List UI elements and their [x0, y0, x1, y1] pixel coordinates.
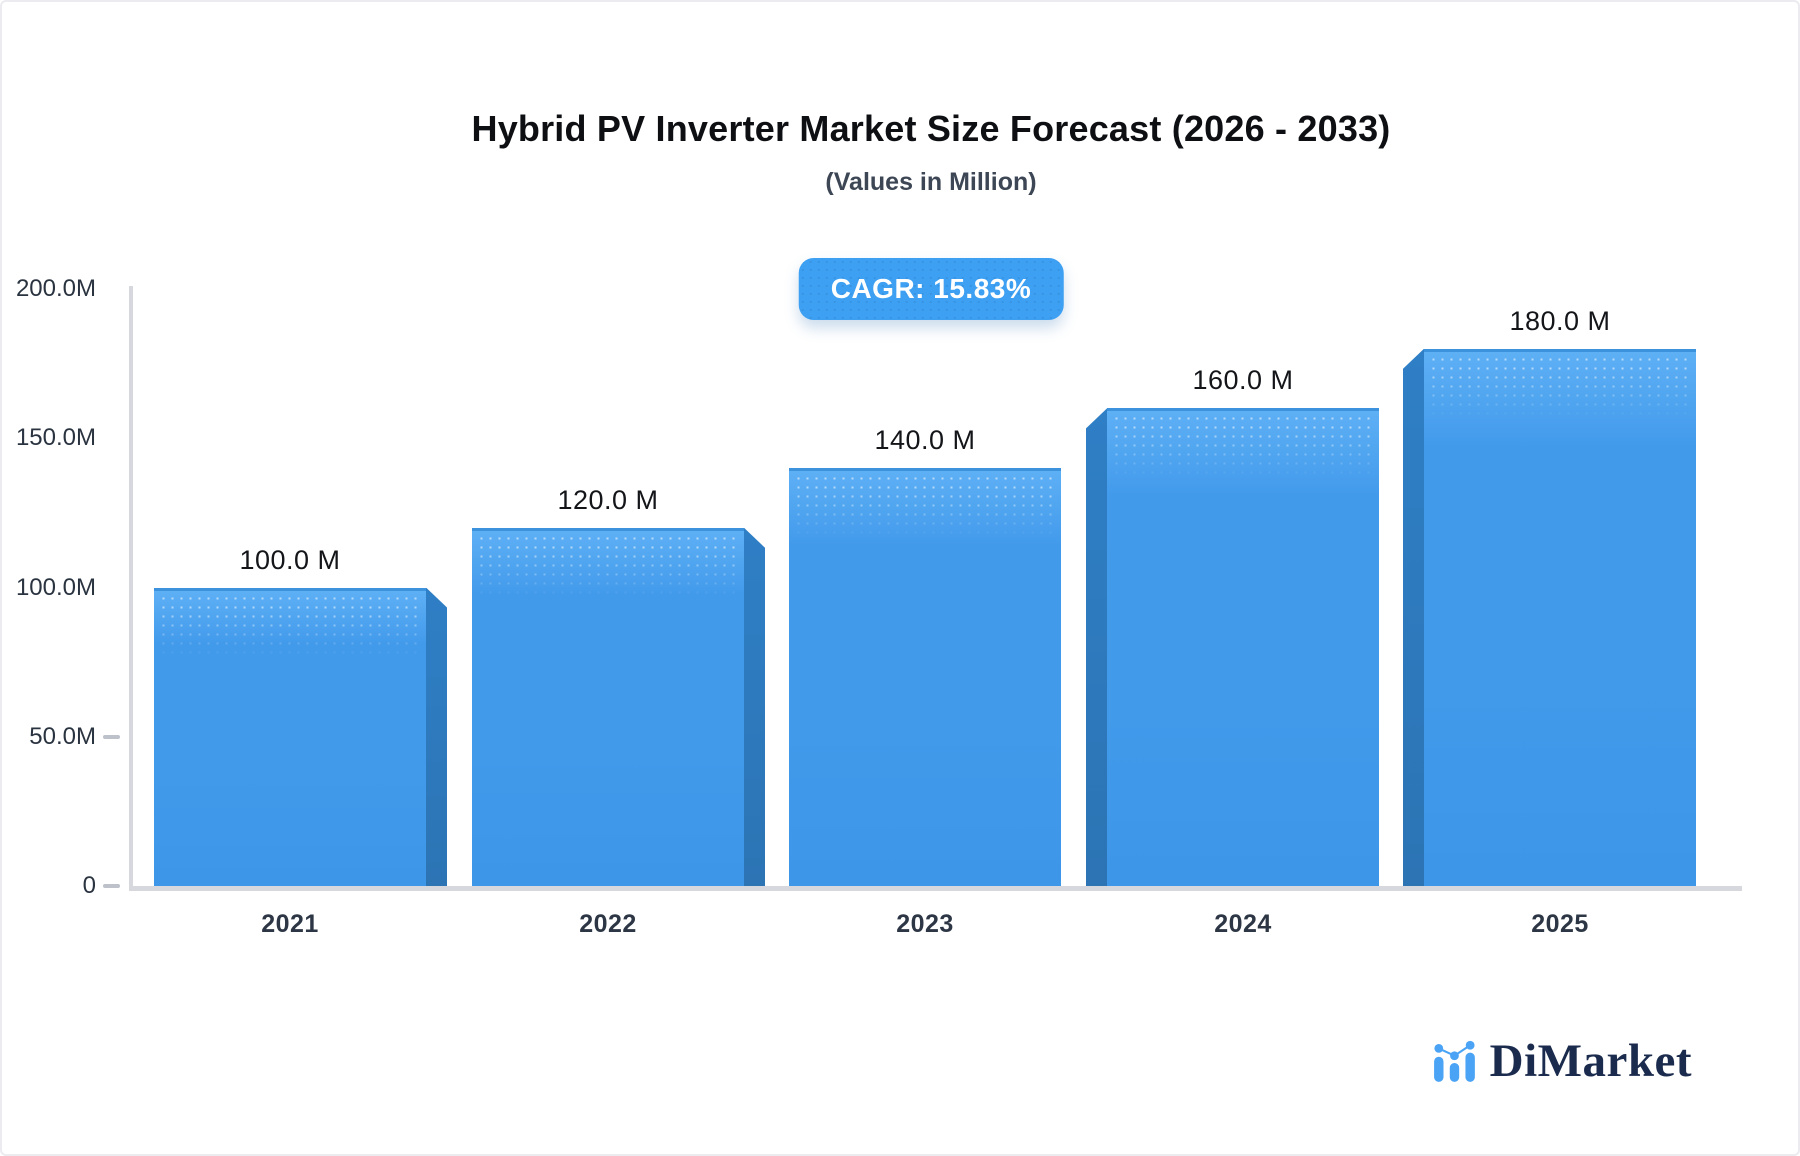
bar: [154, 587, 426, 886]
dimarket-logo: DiMarket: [1432, 1038, 1692, 1085]
bar-value-label: 120.0 M: [557, 484, 659, 515]
bar-3d-side: [1086, 408, 1107, 886]
x-axis-line: [129, 886, 1742, 891]
dimarket-logo-icon: [1433, 1040, 1475, 1082]
bar-value-label: 140.0 M: [874, 425, 976, 456]
bar: [1107, 408, 1379, 886]
chart-subtitle: (Values in Million): [825, 168, 1037, 196]
y-axis-line: [129, 286, 133, 891]
bar-value-label: 180.0 M: [1509, 305, 1611, 336]
x-axis-label: 2024: [1214, 910, 1272, 938]
bar: [789, 468, 1061, 886]
y-axis-label: 0: [82, 872, 96, 899]
bar-3d-side: [1403, 348, 1424, 886]
bar-value-label: 160.0 M: [1192, 365, 1294, 396]
page-title: Hybrid PV Inverter Market Size Forecast …: [471, 108, 1391, 149]
y-axis-label: 200.0M: [15, 275, 96, 302]
x-axis-label: 2023: [896, 910, 954, 938]
x-axis-label: 2025: [1531, 910, 1589, 938]
y-axis-label: 50.0M: [29, 722, 96, 750]
x-axis-label: 2022: [579, 910, 637, 938]
bar-value-label: 100.0 M: [239, 544, 341, 575]
y-axis-label: 150.0M: [15, 424, 96, 452]
dimarket-logo-text: DiMarket: [1489, 1035, 1692, 1087]
y-axis-tick: [103, 734, 120, 739]
bar-3d-side: [744, 527, 765, 886]
y-axis-label: 100.0M: [15, 573, 96, 601]
bar: [472, 527, 744, 886]
y-axis-tick: [103, 884, 120, 888]
cagr-badge: CAGR: 15.83%: [798, 258, 1064, 320]
x-axis-label: 2021: [261, 910, 319, 938]
bar: [1424, 348, 1696, 886]
bar-3d-side: [426, 587, 447, 886]
cagr-badge-label: CAGR: 15.83%: [830, 273, 1032, 304]
